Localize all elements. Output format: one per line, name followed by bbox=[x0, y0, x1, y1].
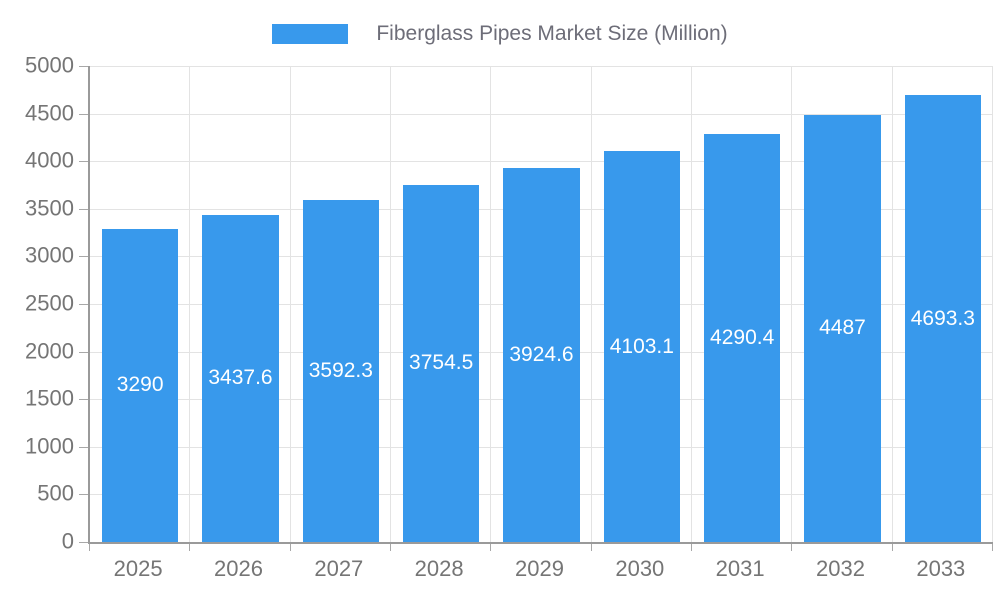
x-tick-label: 2028 bbox=[414, 556, 464, 581]
plot-area: 3290 3437.6 3592.3 3754.5 3924.6 4103.1 4290.4… bbox=[79, 66, 993, 551]
bar-value-label: 3592.3 bbox=[308, 359, 373, 382]
v-gridline bbox=[590, 66, 592, 542]
y-tick-label: 3500 bbox=[25, 195, 74, 221]
x-tick-label: 2032 bbox=[816, 556, 865, 581]
x-tick-label: 2033 bbox=[916, 556, 966, 581]
y-axis-tick bbox=[79, 304, 88, 305]
y-tick-label: 5000 bbox=[25, 52, 74, 78]
x-tick-label: 2031 bbox=[715, 556, 765, 581]
bar-value-label: 4103.1 bbox=[609, 334, 674, 358]
bar[interactable]: 3437.6 bbox=[202, 214, 279, 542]
x-axis-tick bbox=[992, 544, 993, 551]
y-axis-labels: 0 500 1000 1500 2000 2500 3000 3500 4000 4500 5000 bbox=[0, 52, 74, 553]
v-gridline bbox=[992, 66, 993, 542]
x-tick-label: 2029 bbox=[515, 556, 564, 581]
y-axis-tick bbox=[79, 113, 88, 115]
x-axis-tick bbox=[490, 544, 492, 551]
y-axis-tick bbox=[79, 351, 88, 353]
y-axis-tick bbox=[79, 161, 88, 163]
x-axis-tick bbox=[590, 544, 592, 551]
h-gridline bbox=[90, 161, 993, 163]
bar-value-label: 4693.3 bbox=[910, 306, 975, 330]
y-tick-label: 4500 bbox=[25, 100, 74, 126]
y-tick-label: 2000 bbox=[25, 338, 74, 364]
x-tick-label: 2030 bbox=[615, 556, 665, 581]
bar[interactable]: 4487 bbox=[804, 114, 881, 542]
v-gridline bbox=[791, 66, 793, 542]
y-axis-tick bbox=[79, 208, 88, 210]
x-axis-tick bbox=[189, 544, 191, 551]
x-tick-label: 2027 bbox=[314, 556, 364, 581]
y-tick-label: 4000 bbox=[25, 147, 74, 173]
y-axis-tick bbox=[79, 399, 88, 401]
v-gridline bbox=[389, 66, 391, 542]
x-tick-label: 2025 bbox=[113, 556, 163, 581]
bar[interactable]: 4290.4 bbox=[704, 133, 781, 542]
bar[interactable]: 3924.6 bbox=[503, 168, 580, 542]
bar-value-label: 3437.6 bbox=[208, 366, 273, 390]
legend: Fiberglass Pipes Market Size (Million) bbox=[0, 20, 1000, 48]
x-axis-labels: 2025 2026 2027 2028 2029 2030 2031 2032 2033 bbox=[88, 556, 991, 586]
v-gridline bbox=[189, 66, 191, 542]
x-tick-label: 2026 bbox=[214, 556, 263, 581]
bar-value-label: 3290 bbox=[116, 373, 164, 397]
v-gridline bbox=[490, 66, 492, 542]
x-axis-tick bbox=[89, 544, 90, 551]
v-gridline bbox=[891, 66, 893, 542]
h-gridline bbox=[90, 66, 993, 67]
y-tick-label: 2500 bbox=[25, 290, 74, 316]
y-axis-tick bbox=[79, 66, 88, 67]
y-axis-tick bbox=[79, 494, 88, 496]
y-tick-label: 500 bbox=[37, 480, 74, 506]
h-gridline bbox=[90, 113, 993, 115]
legend-label: Fiberglass Pipes Market Size (Million) bbox=[376, 22, 728, 45]
bar[interactable]: 4693.3 bbox=[904, 95, 981, 542]
y-tick-label: 1000 bbox=[25, 433, 74, 459]
y-axis-tick bbox=[79, 542, 88, 543]
legend-swatch bbox=[272, 24, 349, 44]
y-axis-tick bbox=[79, 256, 88, 258]
bar-value-label: 4290.4 bbox=[710, 325, 775, 349]
y-tick-label: 3000 bbox=[25, 242, 74, 268]
bar[interactable]: 3592.3 bbox=[302, 200, 379, 542]
x-axis-tick bbox=[891, 544, 893, 551]
v-gridline bbox=[690, 66, 692, 542]
x-axis-tick bbox=[389, 544, 391, 551]
bar[interactable]: 3754.5 bbox=[403, 184, 480, 542]
x-axis-tick bbox=[791, 544, 793, 551]
bar[interactable]: 4103.1 bbox=[603, 151, 680, 542]
y-tick-label: 1500 bbox=[25, 385, 74, 411]
bar-value-label: 4487 bbox=[819, 316, 866, 340]
bar[interactable]: 3290 bbox=[102, 228, 179, 542]
y-axis-tick bbox=[79, 446, 88, 448]
legend-item[interactable]: Fiberglass Pipes Market Size (Million) bbox=[272, 22, 728, 46]
x-axis-tick bbox=[289, 544, 291, 551]
bar-value-label: 3924.6 bbox=[509, 343, 574, 367]
bar-value-label: 3754.5 bbox=[409, 351, 474, 375]
x-axis-tick bbox=[690, 544, 692, 551]
v-gridline bbox=[289, 66, 291, 542]
y-tick-label: 0 bbox=[61, 528, 74, 554]
